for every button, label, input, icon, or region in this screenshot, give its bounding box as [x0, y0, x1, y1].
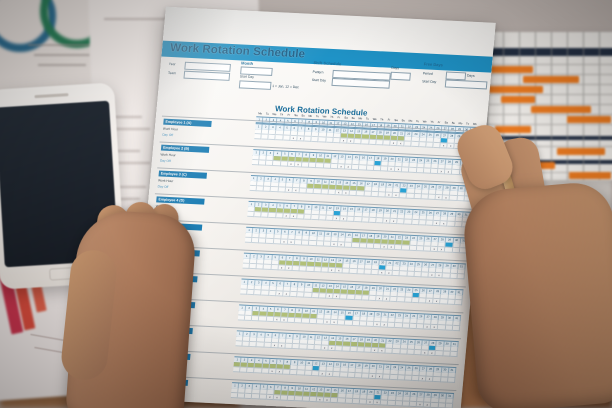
text-line [38, 64, 86, 66]
gantt-bar [523, 76, 579, 83]
group-label-free-days: Free Days [423, 61, 444, 68]
text-line [108, 116, 142, 118]
gantt-bar [489, 86, 543, 93]
day-off-cell[interactable] [447, 377, 456, 383]
text-line [104, 18, 182, 20]
held-schedule-paper: Work Rotation Schedule Work Rotation Sch… [130, 6, 496, 408]
gantt-bar [557, 148, 605, 155]
text-line [110, 162, 150, 164]
team-input[interactable] [183, 70, 231, 81]
right-hand [460, 179, 612, 408]
gantt-bar [495, 126, 531, 133]
group-label-month: Month [240, 60, 254, 67]
group-label-shift: Shift Schedule [313, 59, 342, 67]
day-off-label: Day Off [159, 158, 171, 164]
text-line [110, 150, 140, 152]
day-off-label: Day Off [162, 132, 174, 138]
phone-speaker [34, 93, 69, 99]
gantt-bar [501, 96, 535, 103]
gantt-header-bar [487, 48, 612, 56]
text-line [112, 186, 146, 188]
day-off-label: Day Off [157, 184, 169, 189]
background-gantt-chart [487, 32, 612, 180]
days-label-shift: Days [391, 65, 400, 71]
day-off-cell[interactable] [450, 351, 458, 358]
text-line [112, 198, 140, 200]
field-label-pattern: Pattern [312, 69, 324, 75]
work-hour-label: Work Hour [160, 152, 176, 158]
field-label-free-start: Start Day [422, 79, 437, 84]
field-label-shift-start: Start Day [311, 77, 327, 83]
text-line [28, 44, 98, 46]
day-off-cell[interactable] [445, 403, 453, 408]
work-hour-label: Work Hour [157, 178, 174, 184]
text-line [34, 54, 90, 56]
work-hour-label: Work Hour [162, 126, 179, 132]
field-label-start-day: Start Day [239, 74, 255, 80]
field-label-year: Year [168, 61, 176, 67]
gantt-bar [531, 106, 591, 113]
gantt-bar [569, 172, 611, 179]
gantt-bar [491, 66, 533, 73]
month-note: 1 = Jan, 12 = Dec [271, 83, 300, 90]
days-label-free: Days [466, 73, 475, 78]
month-start-day-input[interactable] [238, 80, 272, 90]
gantt-rule [487, 136, 612, 140]
text-line [108, 128, 150, 130]
free-start-day-input[interactable] [444, 79, 488, 90]
shift-days-input[interactable] [390, 71, 411, 81]
shift-start-day-input[interactable] [331, 77, 391, 89]
field-label-period: Period [422, 71, 433, 76]
field-label-team: Team [167, 70, 177, 76]
gantt-bar [567, 116, 611, 123]
